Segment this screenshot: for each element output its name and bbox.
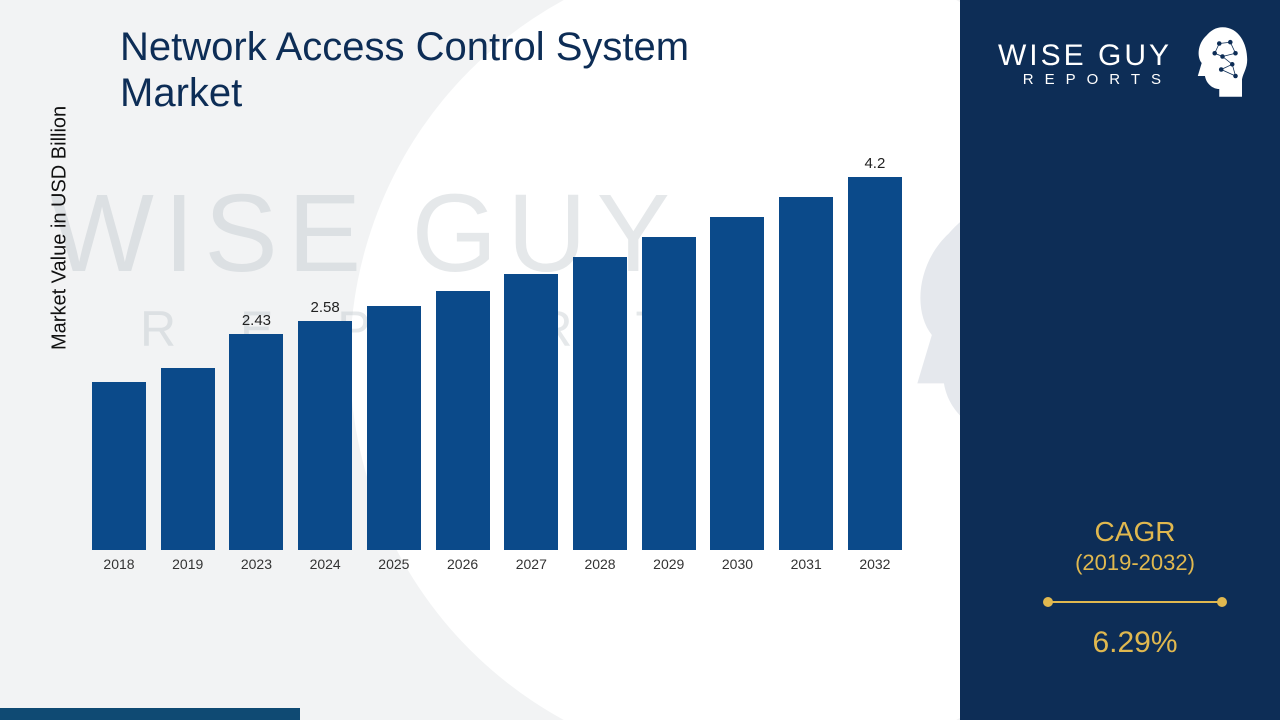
cagr-range: (2019-2032) (1020, 550, 1250, 576)
bar-wrap (161, 368, 215, 550)
bar (161, 368, 215, 550)
bar (367, 306, 421, 550)
x-tick-label: 2019 (161, 556, 215, 580)
divider-dot-right (1217, 597, 1227, 607)
bar-wrap (436, 291, 490, 550)
bar-value-label: 2.43 (242, 312, 271, 329)
cagr-label: CAGR (1020, 516, 1250, 548)
footer-accent-bar (0, 708, 300, 720)
bar (710, 217, 764, 550)
bar (298, 321, 352, 550)
chart-title: Network Access Control System Market (120, 24, 820, 116)
x-tick-label: 2025 (367, 556, 421, 580)
bar-wrap (367, 306, 421, 550)
cagr-value: 6.29% (1020, 626, 1250, 660)
x-tick-label: 2024 (298, 556, 352, 580)
bar-wrap (642, 237, 696, 550)
bar (779, 197, 833, 550)
logo-text-line1: WISE GUY (998, 39, 1172, 73)
bar-wrap: 4.2 (848, 177, 902, 550)
bar-wrap: 2.58 (298, 321, 352, 550)
x-axis-labels: 2018 2019 2023 2024 2025 2026 2027 2028 2029 2030… (92, 556, 902, 580)
x-tick-label: 2018 (92, 556, 146, 580)
bar-wrap (779, 197, 833, 550)
bar-chart: 2.43 2.58 4.2 2018 2019 2023 2024 2025 2026 2027… (92, 150, 902, 580)
bar (504, 274, 558, 550)
plot-area: 2.43 2.58 4.2 (92, 150, 902, 550)
x-tick-label: 2029 (642, 556, 696, 580)
cagr-box: CAGR (2019-2032) 6.29% (1020, 516, 1250, 660)
bar (436, 291, 490, 550)
bar-value-label: 2.58 (311, 299, 340, 316)
bar-value-label: 4.2 (864, 155, 885, 172)
bar-wrap: 2.43 (229, 334, 283, 550)
x-tick-label: 2030 (710, 556, 764, 580)
bar (848, 177, 902, 550)
logo-text-line2: REPORTS (998, 71, 1172, 88)
bar (229, 334, 283, 550)
bar (92, 382, 146, 550)
bar-wrap (573, 257, 627, 550)
divider-dot-left (1043, 597, 1053, 607)
cagr-divider (1045, 598, 1225, 606)
y-axis-label: Market Value in USD Billion (49, 106, 72, 350)
x-tick-label: 2027 (504, 556, 558, 580)
report-chart-canvas: WISE GUY R E P O R T S WISE GUY REPORTS (0, 0, 1280, 720)
bar (642, 237, 696, 550)
bar-wrap (92, 382, 146, 550)
x-tick-label: 2026 (436, 556, 490, 580)
bar-wrap (504, 274, 558, 550)
bar (573, 257, 627, 550)
head-network-icon (1182, 24, 1250, 102)
x-tick-label: 2023 (229, 556, 283, 580)
x-tick-label: 2028 (573, 556, 627, 580)
bar-wrap (710, 217, 764, 550)
x-tick-label: 2032 (848, 556, 902, 580)
x-tick-label: 2031 (779, 556, 833, 580)
brand-logo: WISE GUY REPORTS (990, 24, 1250, 102)
